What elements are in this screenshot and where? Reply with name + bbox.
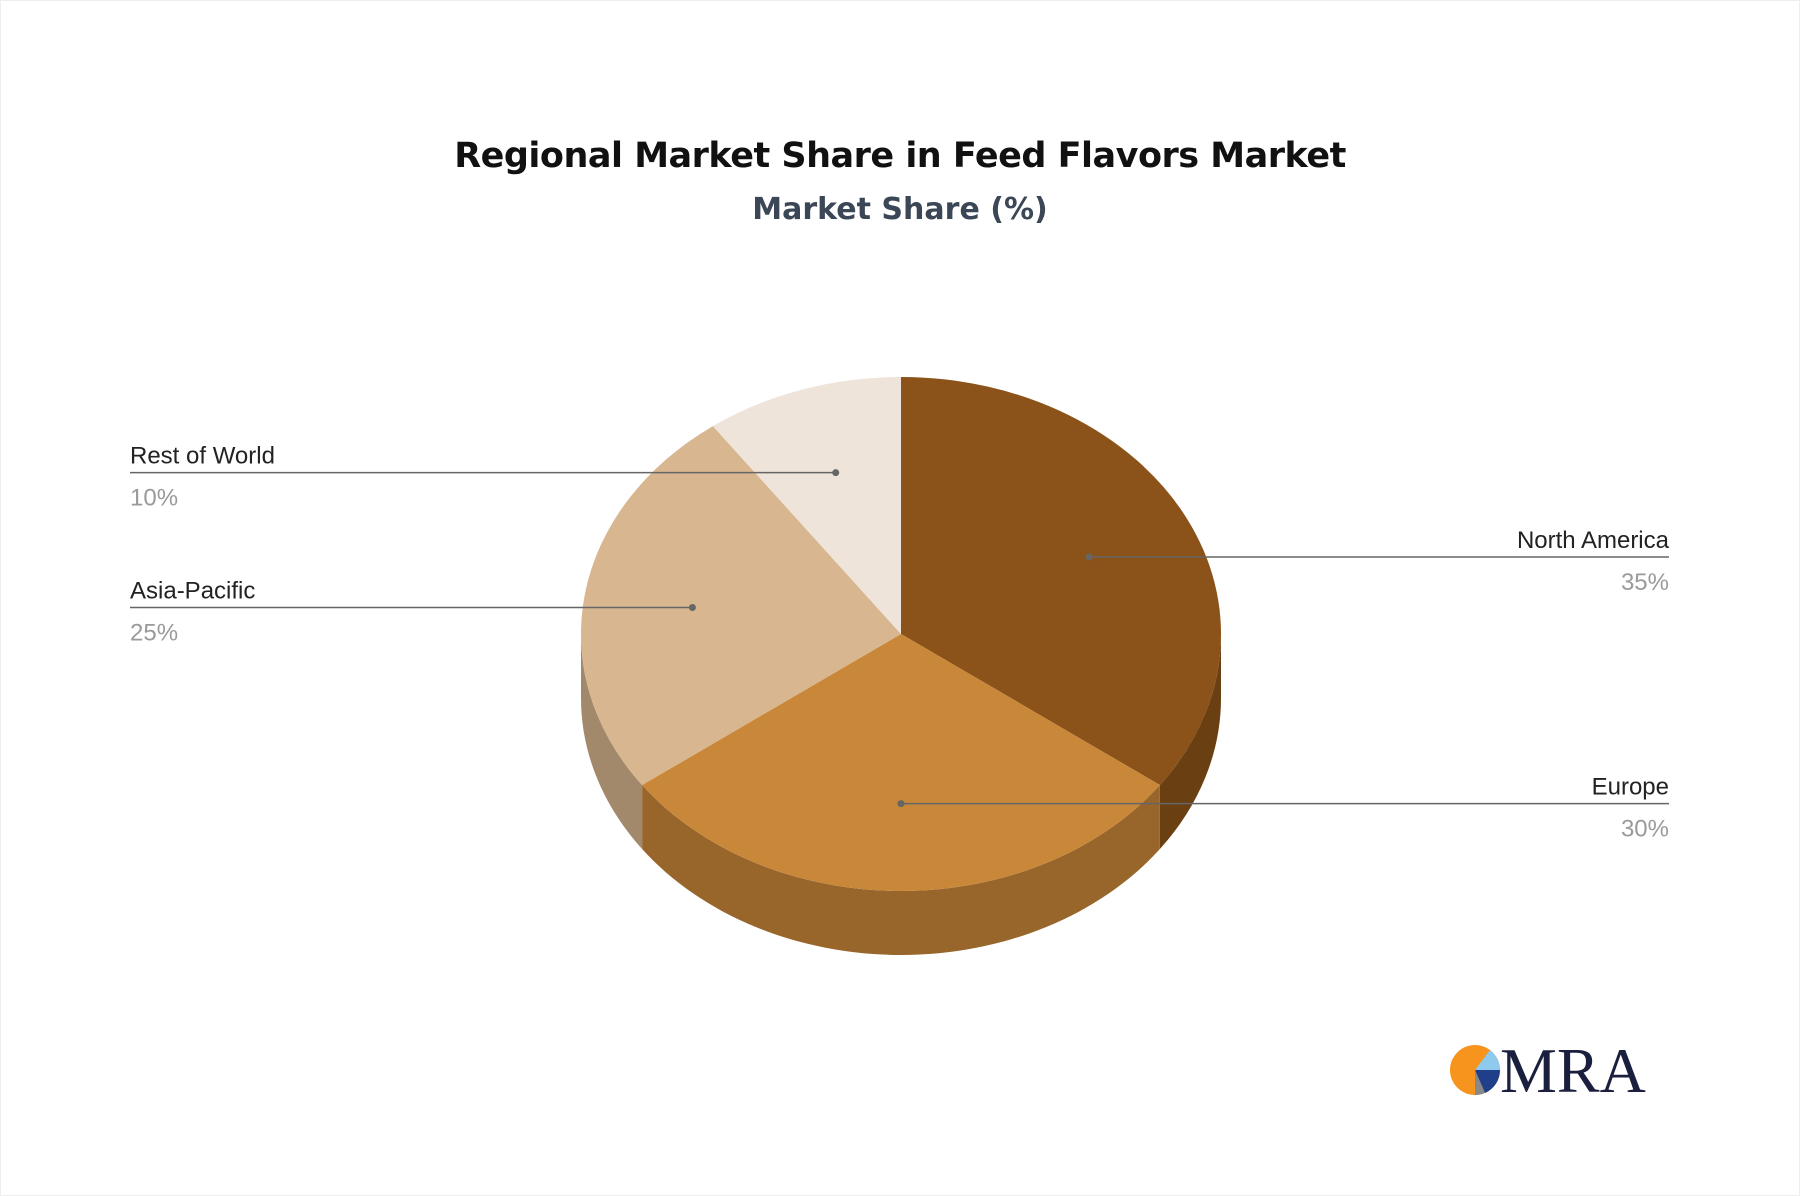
leader-dot: [1085, 553, 1093, 561]
slice-label: Europe: [1592, 774, 1669, 801]
slice-value: 10%: [130, 485, 178, 512]
slice-value: 30%: [1621, 816, 1669, 843]
slice-value: 35%: [1621, 569, 1669, 596]
slice-value: 25%: [130, 619, 178, 646]
leader-dot: [832, 469, 840, 477]
leader-dot: [897, 800, 905, 808]
pie-slice-north-america[interactable]: [901, 377, 1221, 786]
pie-slice-asia-pacific[interactable]: [581, 426, 901, 786]
slice-label: Rest of World: [130, 443, 275, 470]
chart-subtitle: Market Share (%): [752, 192, 1048, 227]
pie-side-1: [642, 785, 1160, 956]
pie-side-2: [581, 634, 643, 850]
pie-slice-europe[interactable]: [642, 634, 1160, 891]
pie-side-0: [1159, 634, 1221, 850]
chart-title: Regional Market Share in Feed Flavors Ma…: [454, 136, 1346, 176]
pie-slice-rest-of-world[interactable]: [712, 377, 901, 634]
slice-label: Asia-Pacific: [130, 577, 255, 604]
slice-label: North America: [1517, 527, 1670, 554]
leader-dot: [688, 603, 696, 611]
